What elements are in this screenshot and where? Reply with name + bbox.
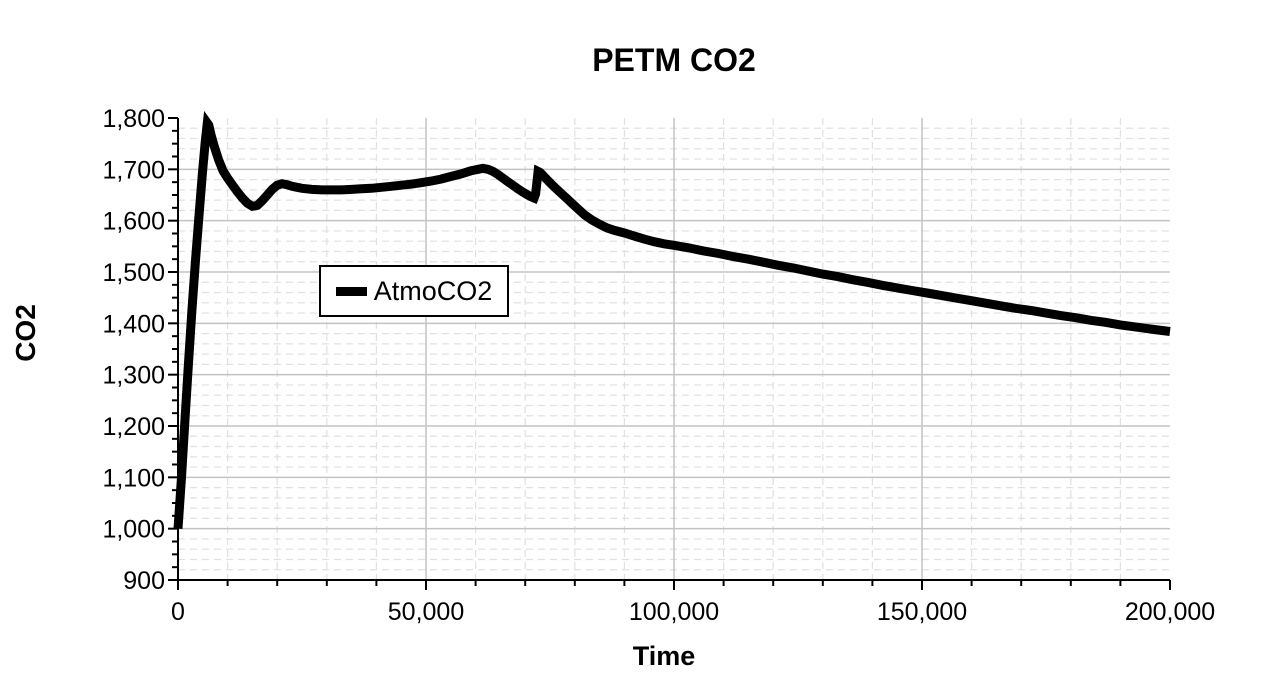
y-axis-title: CO2	[10, 304, 41, 362]
data-series	[173, 110, 1171, 530]
y-tick-label: 1,600	[102, 208, 165, 236]
y-tick-label: 1,700	[102, 156, 165, 184]
legend-item-atmoco2[interactable]: AtmoCO2	[335, 275, 493, 306]
chart-title: PETM CO2	[592, 42, 756, 78]
x-axis-title: Time	[632, 641, 696, 671]
y-tick-label: 900	[123, 567, 165, 595]
y-tick-label: 1,500	[102, 259, 165, 287]
legend-line-swatch	[335, 286, 367, 296]
axis-ticks	[168, 117, 1171, 590]
legend: AtmoCO2	[319, 265, 509, 317]
y-tick-label: 1,800	[102, 105, 165, 133]
legend-label: AtmoCO2	[373, 275, 493, 306]
atmoco2-curve	[173, 110, 1171, 530]
grid-major	[178, 118, 1170, 580]
x-tick-label: 50,000	[388, 598, 464, 626]
y-tick-label: 1,300	[102, 362, 165, 390]
tick-labels: 900 1,000 1,100 1,200 1,300 1,400 1,500 1,600 1,…	[102, 105, 1215, 626]
x-tick-label: 200,000	[1125, 598, 1215, 626]
x-tick-label: 100,000	[629, 598, 719, 626]
y-tick-label: 1,100	[102, 464, 165, 492]
y-tick-label: 1,000	[102, 516, 165, 544]
y-tick-label: 1,400	[102, 310, 165, 338]
y-tick-label: 1,200	[102, 413, 165, 441]
x-tick-label: 0	[171, 598, 185, 626]
x-tick-label: 150,000	[877, 598, 967, 626]
